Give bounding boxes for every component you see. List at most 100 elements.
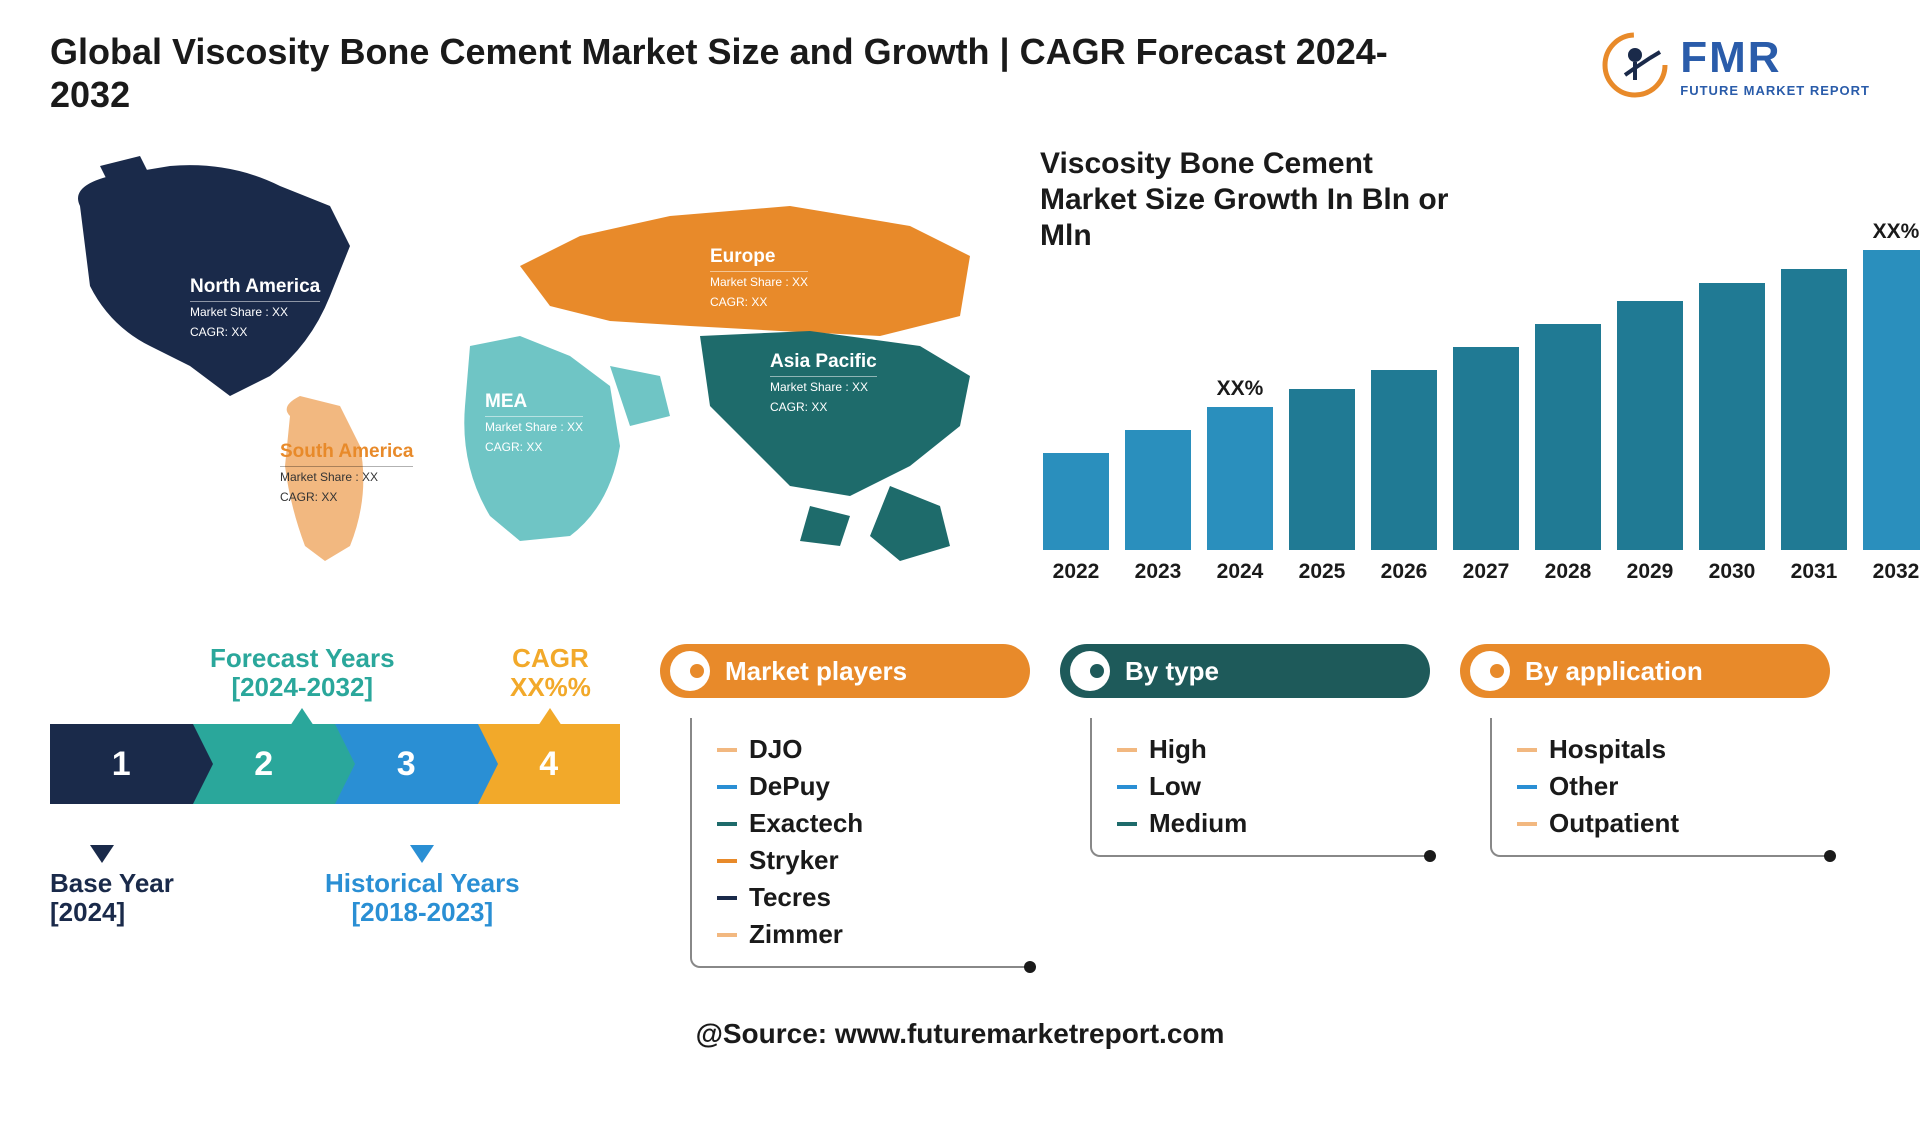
region-cagr: CAGR: XX (770, 397, 877, 414)
region-cagr: CAGR: XX (485, 437, 583, 454)
bar-column: 2030 (1696, 283, 1768, 585)
list-item: High (1117, 734, 1410, 765)
item-label: Zimmer (749, 919, 843, 950)
region-share: Market Share : XX (190, 301, 320, 319)
region-asia-pacific: Asia Pacific Market Share : XX CAGR: XX (770, 351, 877, 414)
bars-container: 20222023XX%20242025202620272028202920302… (1040, 264, 1920, 584)
item-label: Tecres (749, 882, 831, 913)
region-cagr: CAGR: XX (710, 292, 808, 309)
tick-icon (717, 933, 737, 937)
timeline-box-3: 3 (335, 724, 478, 804)
logo: FMR FUTURE MARKET REPORT (1600, 30, 1870, 100)
tick-icon (1517, 748, 1537, 752)
region-name: MEA (485, 391, 527, 412)
item-label: High (1149, 734, 1207, 765)
bar-rect: XX% (1863, 250, 1920, 550)
logo-icon (1600, 30, 1670, 100)
base-label: Base Year [2024] (50, 839, 174, 926)
header: Global Viscosity Bone Cement Market Size… (50, 30, 1870, 116)
triangle-down-icon (90, 845, 114, 863)
category-title: By application (1525, 656, 1703, 687)
bar-column: 2026 (1368, 370, 1440, 584)
page-title: Global Viscosity Bone Cement Market Size… (50, 30, 1450, 116)
base-range: [2024] (50, 897, 125, 927)
item-label: Other (1549, 771, 1618, 802)
timeline-box-1: 1 (50, 724, 193, 804)
region-share: Market Share : XX (770, 376, 877, 394)
region-cagr: CAGR: XX (280, 487, 413, 504)
category-title: Market players (725, 656, 907, 687)
bar-column: 2027 (1450, 347, 1522, 584)
region-cagr: CAGR: XX (190, 322, 320, 339)
bar-rect (1781, 269, 1847, 551)
bar-year-label: 2031 (1791, 560, 1838, 584)
bar-rect (1125, 430, 1191, 550)
bar-year-label: 2032 (1873, 560, 1920, 584)
list-item: Zimmer (717, 919, 1010, 950)
region-name: Asia Pacific (770, 351, 877, 372)
bar-rect: XX% (1207, 407, 1273, 550)
tick-icon (1117, 748, 1137, 752)
list-item: DePuy (717, 771, 1010, 802)
tick-icon (1517, 822, 1537, 826)
list-item: Low (1117, 771, 1410, 802)
historical-range: [2018-2023] (352, 897, 494, 927)
region-mea: MEA Market Share : XX CAGR: XX (485, 391, 583, 454)
item-label: Low (1149, 771, 1201, 802)
bar-chart: Viscosity Bone Cement Market Size Growth… (1040, 146, 1920, 584)
category-list: Hospitals Other Outpatient (1490, 718, 1830, 857)
category-list: DJO DePuy Exactech Stryker Tecres Zimmer (690, 718, 1030, 968)
tick-icon (717, 785, 737, 789)
list-item: Tecres (717, 882, 1010, 913)
region-name: Europe (710, 246, 775, 267)
forecast-label: Forecast Years [2024-2032] (210, 644, 395, 731)
cagr-title: CAGR (512, 643, 589, 673)
bar-column: 2025 (1286, 389, 1358, 585)
timeline-box-2: 2 (193, 724, 336, 804)
list-item: Exactech (717, 808, 1010, 839)
list-item: Other (1517, 771, 1810, 802)
list-item: Outpatient (1517, 808, 1810, 839)
region-share: Market Share : XX (485, 416, 583, 434)
bar-rect (1617, 301, 1683, 550)
tick-icon (1117, 822, 1137, 826)
source-attribution: @Source: www.futuremarketreport.com (50, 1018, 1870, 1050)
category-list: High Low Medium (1090, 718, 1430, 857)
timeline-box-4: 4 (478, 724, 621, 804)
item-label: Exactech (749, 808, 863, 839)
item-label: Outpatient (1549, 808, 1679, 839)
logo-text-sub: FUTURE MARKET REPORT (1680, 83, 1870, 98)
item-label: Hospitals (1549, 734, 1666, 765)
bar-column: XX%2024 (1204, 407, 1276, 584)
dot-icon (670, 651, 710, 691)
bar-year-label: 2029 (1627, 560, 1674, 584)
bar-annotation: XX% (1217, 377, 1264, 401)
chart-title: Viscosity Bone Cement Market Size Growth… (1040, 146, 1460, 254)
logo-text-main: FMR (1680, 33, 1870, 83)
list-item: Medium (1117, 808, 1410, 839)
region-north-america: North America Market Share : XX CAGR: XX (190, 276, 320, 339)
list-item: Hospitals (1517, 734, 1810, 765)
list-item: DJO (717, 734, 1010, 765)
bar-rect (1699, 283, 1765, 551)
region-europe: Europe Market Share : XX CAGR: XX (710, 246, 808, 309)
bar-year-label: 2022 (1053, 560, 1100, 584)
category-title: By type (1125, 656, 1219, 687)
cagr-label: CAGR XX%% (510, 644, 591, 731)
bar-rect (1371, 370, 1437, 550)
tick-icon (717, 748, 737, 752)
category-by-application: By application Hospitals Other Outpatient (1460, 644, 1830, 968)
tick-icon (1117, 785, 1137, 789)
list-item: Stryker (717, 845, 1010, 876)
bar-year-label: 2027 (1463, 560, 1510, 584)
bar-year-label: 2028 (1545, 560, 1592, 584)
region-name: South America (280, 441, 413, 462)
bar-year-label: 2030 (1709, 560, 1756, 584)
bottom-section: Forecast Years [2024-2032] CAGR XX%% 123… (50, 644, 1870, 968)
category-header: Market players (660, 644, 1030, 698)
bar-column: 2031 (1778, 269, 1850, 585)
region-share: Market Share : XX (280, 466, 413, 484)
category-by-type: By type High Low Medium (1060, 644, 1430, 968)
triangle-up-icon (290, 708, 314, 726)
tick-icon (717, 822, 737, 826)
